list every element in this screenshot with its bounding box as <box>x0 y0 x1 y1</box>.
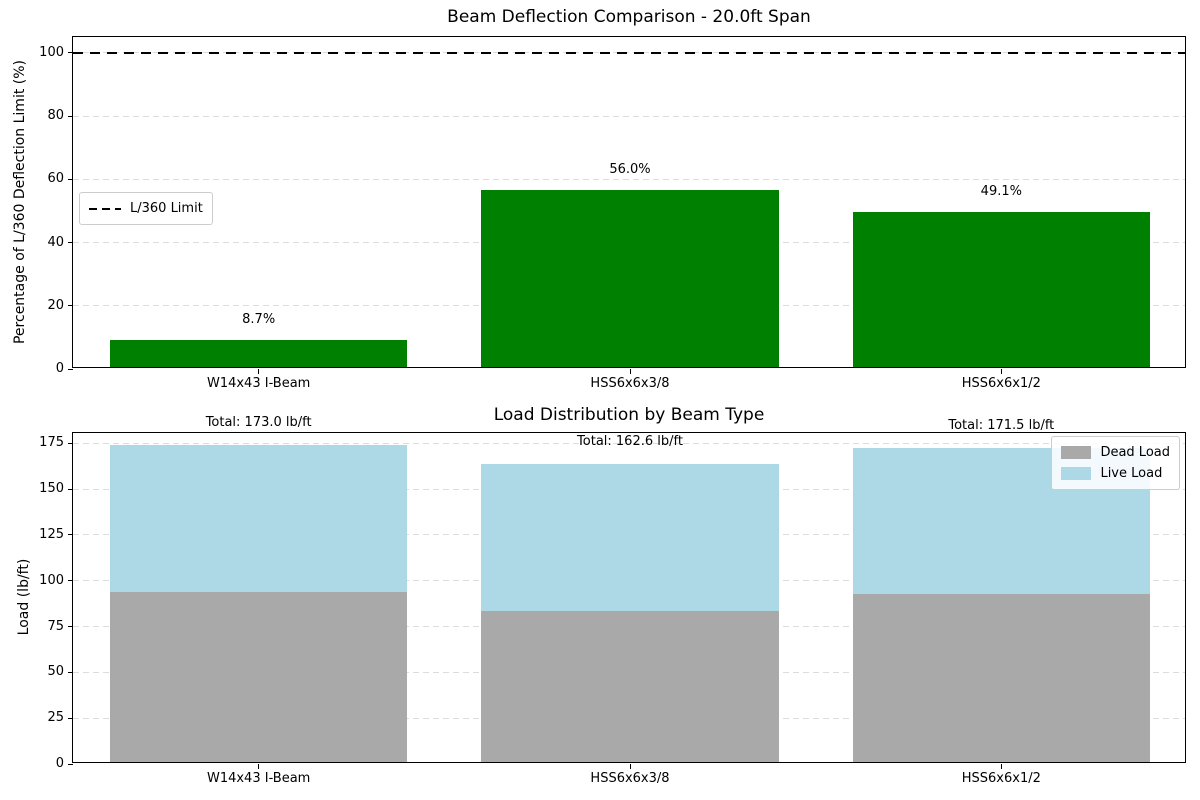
legend-label: Dead Load <box>1100 445 1170 460</box>
y-tick-label: 80 <box>47 108 64 124</box>
total-label: Total: 173.0 lb/ft <box>205 415 312 431</box>
deflection-legend: L/360 Limit <box>79 192 213 225</box>
y-tick-label: 150 <box>39 481 64 497</box>
total-label: Total: 162.6 lb/ft <box>577 434 683 450</box>
gridline <box>73 442 1185 444</box>
legend-label: L/360 Limit <box>130 201 203 216</box>
legend-row: Dead Load <box>1061 442 1170 463</box>
deflection-chart-title: Beam Deflection Comparison - 20.0ft Span <box>447 7 811 27</box>
y-tick-mark <box>68 115 73 117</box>
legend-row: L/360 Limit <box>89 198 203 219</box>
dead-load-bar-segment <box>481 610 779 762</box>
deflection-plot-area: L/360 Limit 0 20 40 60 80 100 W14x43 I-Beam HSS… <box>39 36 1186 391</box>
y-tick-mark <box>68 671 73 673</box>
x-tick-label: W14x43 I-Beam <box>206 376 311 391</box>
y-tick-label: 75 <box>47 618 64 634</box>
limit-line <box>73 51 1185 54</box>
load-chart-title: Load Distribution by Beam Type <box>493 405 765 425</box>
y-tick-mark <box>68 368 73 370</box>
load-plot-area: Dead Load Live Load 0 25 50 75 100 125 150 175 W… <box>39 416 1186 786</box>
bar-value-label: 8.7% <box>242 311 276 327</box>
gridline <box>73 178 1185 180</box>
legend-label: Live Load <box>1100 466 1163 481</box>
live-load-bar-segment <box>481 464 779 611</box>
dead-load-bar-segment <box>852 594 1150 762</box>
y-tick-mark <box>68 717 73 719</box>
y-tick-label: 50 <box>47 664 64 680</box>
y-tick-mark <box>68 534 73 536</box>
live-load-swatch <box>1061 467 1092 480</box>
live-load-bar-segment <box>110 444 408 592</box>
bar-value-label: 49.1% <box>980 184 1022 200</box>
y-tick-mark <box>68 52 73 54</box>
y-tick-label: 0 <box>55 756 64 771</box>
x-tick-label: HSS6x6x1/2 <box>961 771 1041 786</box>
y-tick-label: 60 <box>47 171 64 187</box>
x-tick-label: W14x43 I-Beam <box>206 771 311 786</box>
y-tick-mark <box>68 763 73 765</box>
y-tick-label: 25 <box>47 710 64 726</box>
y-tick-mark <box>68 626 73 628</box>
x-tick-mark <box>629 764 631 769</box>
y-tick-label: 100 <box>39 572 64 588</box>
x-tick-mark <box>1000 369 1002 374</box>
y-tick-label: 125 <box>39 526 64 542</box>
x-tick-mark <box>258 764 260 769</box>
y-tick-mark <box>68 580 73 582</box>
deflection-bar <box>110 339 408 367</box>
x-tick-label: HSS6x6x3/8 <box>590 376 670 391</box>
y-tick-mark <box>68 488 73 490</box>
y-tick-mark <box>68 305 73 307</box>
y-tick-label: 40 <box>47 234 64 250</box>
y-tick-label: 100 <box>39 44 64 60</box>
dead-load-bar-segment <box>110 591 408 762</box>
x-tick-mark <box>258 369 260 374</box>
x-tick-mark <box>1000 764 1002 769</box>
y-tick-label: 0 <box>55 361 64 376</box>
dead-load-swatch <box>1061 446 1092 459</box>
load-legend: Dead Load Live Load <box>1051 436 1180 490</box>
deflection-bar <box>852 211 1150 367</box>
x-tick-label: HSS6x6x3/8 <box>590 771 670 786</box>
y-tick-mark <box>68 442 73 444</box>
legend-row: Live Load <box>1061 463 1170 484</box>
x-tick-mark <box>629 369 631 374</box>
y-tick-label: 175 <box>39 435 64 451</box>
gridline <box>73 115 1185 117</box>
y-tick-mark <box>68 242 73 244</box>
total-label: Total: 171.5 lb/ft <box>948 418 1055 434</box>
y-tick-mark <box>68 178 73 180</box>
bar-value-label: 56.0% <box>609 162 651 178</box>
x-tick-label: HSS6x6x1/2 <box>961 376 1041 391</box>
deflection-bar <box>481 189 779 367</box>
dashed-line-swatch <box>89 207 121 210</box>
y-tick-label: 20 <box>47 297 64 313</box>
